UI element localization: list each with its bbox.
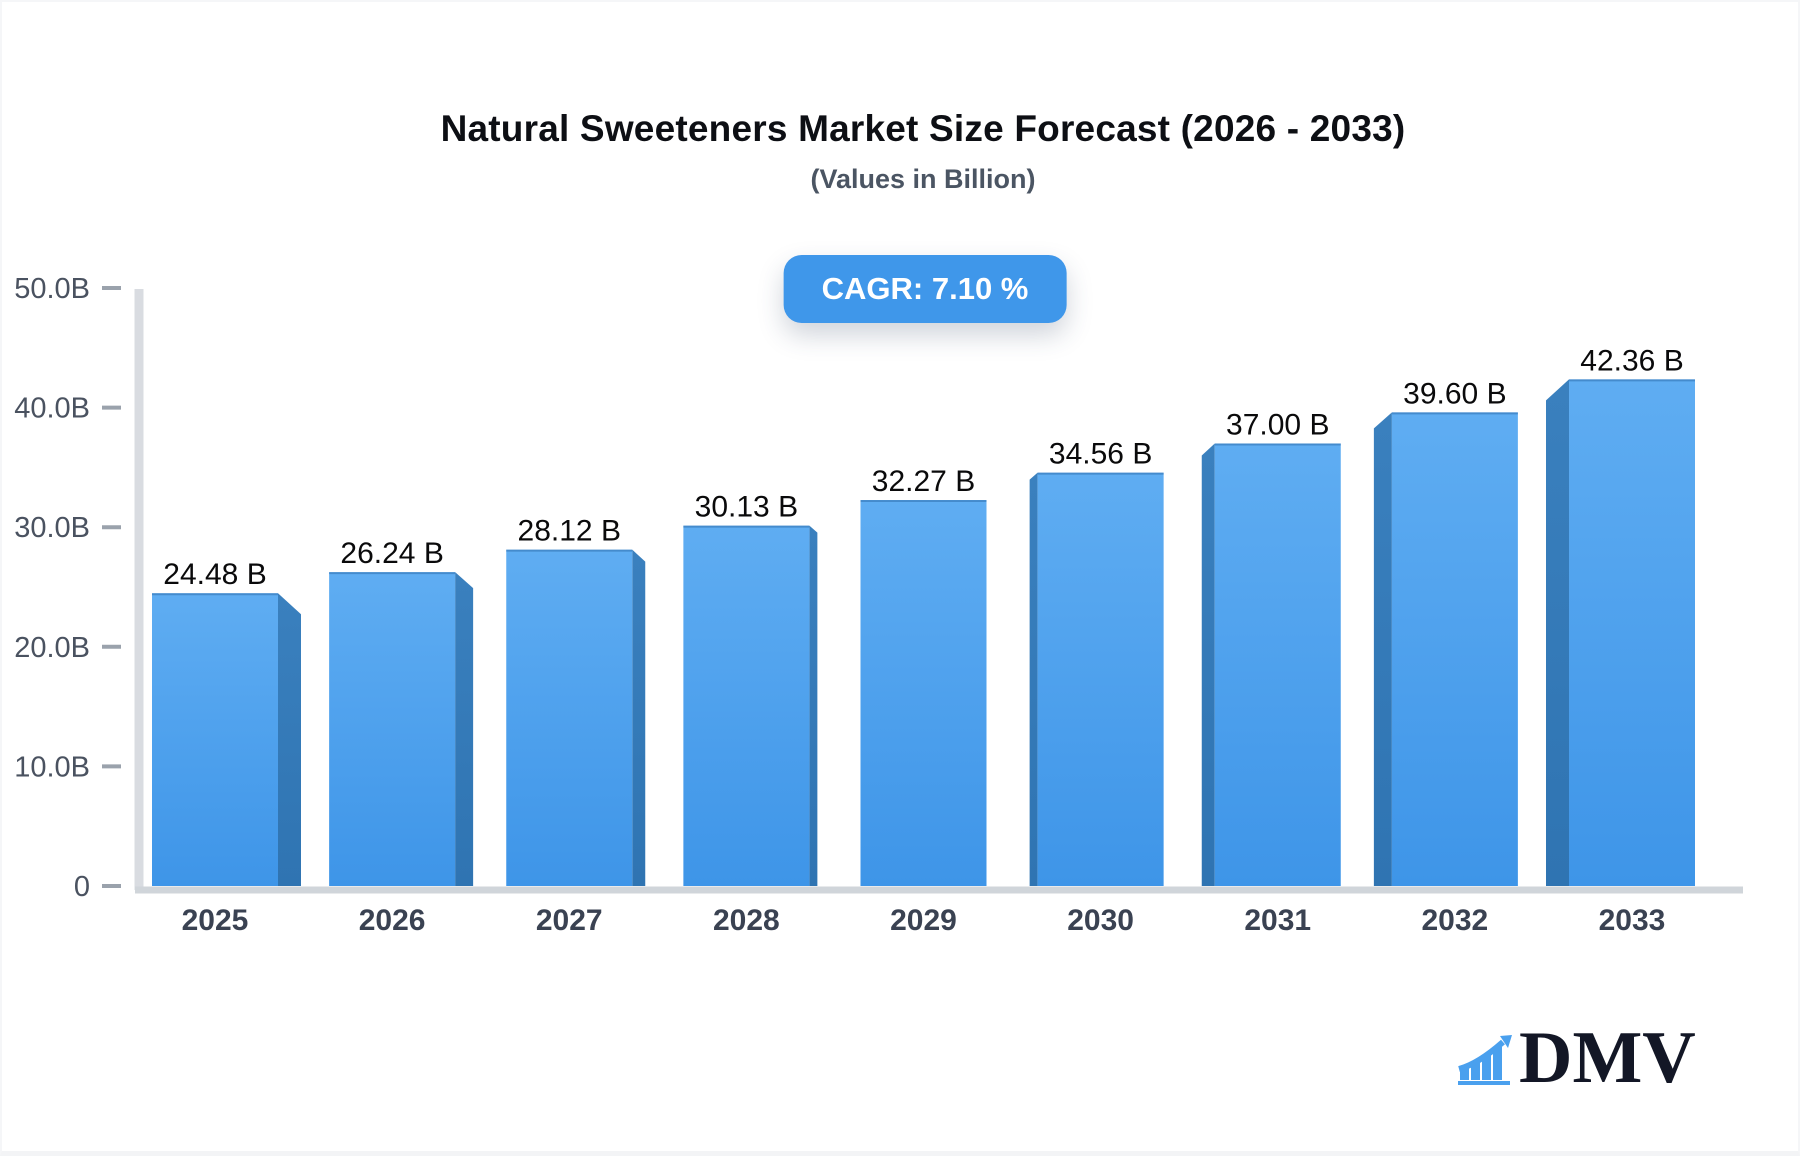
- x-axis-label: 2025: [182, 904, 249, 937]
- bar-value-label: 37.00 B: [1226, 408, 1329, 441]
- y-axis-tick-label: 10.0B: [14, 751, 90, 783]
- bar-front-face: [1214, 443, 1341, 886]
- bar-front-face: [860, 500, 987, 886]
- bar-value-label: 39.60 B: [1403, 377, 1506, 410]
- bar-group-2025: 24.48 B: [152, 558, 301, 886]
- bar-group-2032: 39.60 B: [1373, 377, 1518, 886]
- bar-front-face: [506, 549, 633, 886]
- y-axis-tick-label: 40.0B: [14, 393, 90, 425]
- x-axis-label: 2033: [1599, 904, 1666, 937]
- bar-value-label: 24.48 B: [163, 558, 266, 591]
- y-axis-tick-label: 30.0B: [14, 512, 90, 544]
- bar-value-label: 30.13 B: [695, 491, 798, 524]
- bar-side-face: [1029, 472, 1038, 886]
- x-axis-label: 2026: [359, 904, 426, 937]
- brand-name: DMV: [1519, 1017, 1696, 1099]
- bar-side-face: [1201, 443, 1215, 886]
- bar-group-2033: 42.36 B: [1546, 344, 1695, 886]
- chart-subtitle: (Values in Billion): [810, 164, 1036, 194]
- bar-front-face: [329, 572, 456, 886]
- bar-group-2031: 37.00 B: [1201, 408, 1341, 886]
- bar-value-label: 32.27 B: [872, 465, 975, 498]
- bar-value-label: 26.24 B: [340, 537, 443, 570]
- chart-title: Natural Sweeteners Market Size Forecast …: [440, 108, 1406, 149]
- bar-group-2030: 34.56 B: [1029, 438, 1164, 886]
- bar-value-label: 34.56 B: [1049, 438, 1152, 471]
- bar-front-face: [152, 593, 278, 886]
- bar-side-face: [278, 593, 301, 886]
- x-axis-label: 2030: [1067, 904, 1134, 937]
- bar-front-face: [683, 525, 810, 886]
- bar-group-2029: 32.27 B: [860, 465, 987, 886]
- bar-group-2027: 28.12 B: [506, 515, 646, 886]
- x-axis-label: 2027: [536, 904, 603, 937]
- bar-group-2026: 26.24 B: [329, 537, 474, 886]
- x-axis-label: 2032: [1422, 904, 1489, 937]
- bar-side-face: [1373, 412, 1392, 886]
- bar-value-label: 28.12 B: [518, 515, 621, 548]
- bar-side-face: [809, 525, 818, 886]
- x-axis-label: 2029: [890, 904, 957, 937]
- growth-bar-chart-icon: [1458, 1034, 1512, 1085]
- bar-front-face: [1391, 412, 1518, 886]
- bar-group-2028: 30.13 B: [683, 491, 818, 886]
- x-axis-label: 2031: [1244, 904, 1311, 937]
- y-axis-tick-label: 0: [74, 871, 90, 903]
- bar-front-face: [1037, 472, 1164, 886]
- bar-side-face: [1546, 379, 1569, 886]
- x-axis-label: 2028: [713, 904, 780, 937]
- chart-header: Natural Sweeteners Market Size Forecast …: [48, 108, 1798, 195]
- y-axis-tick-label: 20.0B: [14, 632, 90, 664]
- y-axis-tick-label: 50.0B: [14, 273, 90, 305]
- cagr-badge: CAGR: 7.10 %: [783, 255, 1067, 323]
- bar-side-face: [632, 549, 646, 886]
- bar-front-face: [1569, 379, 1695, 886]
- bar-value-label: 42.36 B: [1580, 344, 1683, 377]
- brand-watermark: DMV: [1458, 1017, 1696, 1099]
- bar-side-face: [455, 572, 474, 886]
